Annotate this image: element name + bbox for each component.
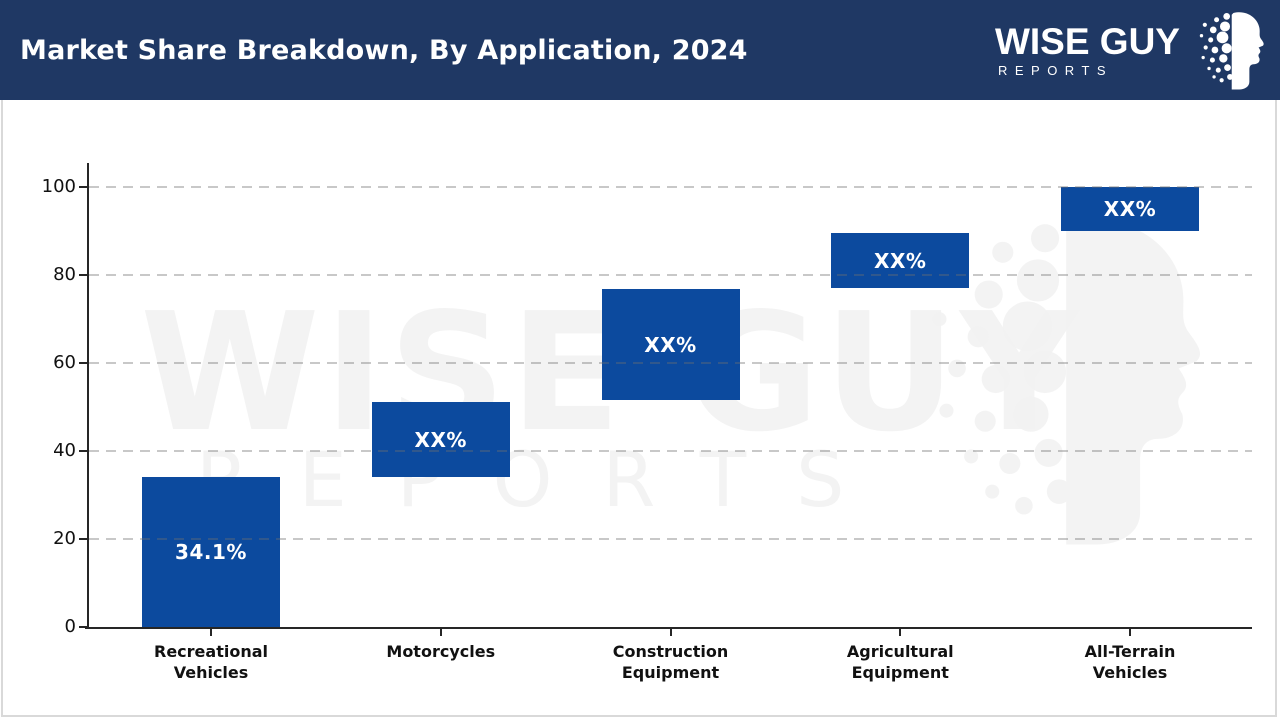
watermark-subtitle-text: REPORTS — [196, 435, 895, 524]
x-tick-mark — [899, 629, 902, 636]
y-axis-spine — [87, 163, 89, 629]
bar-value-label: XX% — [874, 248, 927, 273]
gridline-40 — [89, 450, 1252, 452]
gridline-80 — [89, 274, 1252, 276]
x-tick-mark — [669, 629, 672, 636]
y-tick-mark-0 — [79, 626, 87, 628]
y-tick-mark-60 — [79, 362, 87, 364]
y-tick-label-40: 40 — [53, 440, 76, 461]
bar-segment: XX% — [601, 289, 740, 401]
page-border-frame — [1, 100, 1277, 717]
x-tick-mark — [1129, 629, 1131, 636]
wise-guy-logo: WISE GUY REPORTS — [995, 10, 1268, 90]
logo-head-icon — [1199, 12, 1264, 90]
category-label: Agricultural Equipment — [846, 642, 954, 683]
logo-brand-name: WISE GUY — [994, 20, 1180, 62]
header-band: Market Share Breakdown, By Application, … — [0, 0, 1280, 100]
category-label: Construction Equipment — [612, 642, 729, 683]
category-label: Motorcycles — [386, 642, 496, 661]
gridline-60 — [89, 362, 1252, 364]
bar-value-label: XX% — [414, 427, 467, 452]
x-axis-spine — [85, 627, 1252, 629]
page-title: Market Share Breakdown, By Application, … — [20, 34, 748, 66]
logo-text-block: WISE GUY REPORTS — [995, 23, 1180, 78]
y-tick-mark-40 — [79, 450, 87, 452]
logo-brand-subtitle: REPORTS — [997, 62, 1114, 78]
bar-segment: 34.1% — [142, 476, 280, 627]
y-tick-label-20: 20 — [53, 528, 76, 549]
y-tick-mark-100 — [79, 186, 87, 188]
x-tick-mark — [210, 629, 212, 636]
x-tick-mark — [439, 629, 442, 636]
category-label: Recreational Vehicles — [154, 642, 268, 683]
y-tick-label-80: 80 — [53, 264, 76, 285]
bar-segment: XX% — [1061, 187, 1199, 231]
watermark-head-icon — [932, 220, 1201, 545]
bar-segment: XX% — [831, 233, 970, 289]
y-tick-label-0: 0 — [64, 616, 76, 637]
y-tick-label-100: 100 — [41, 176, 76, 197]
y-tick-mark-80 — [79, 274, 87, 276]
bar-segment: XX% — [371, 402, 510, 477]
bar-value-label: XX% — [1103, 197, 1157, 221]
category-label: All-Terrain Vehicles — [1084, 642, 1176, 683]
bar-value-label: 34.1% — [175, 539, 247, 564]
y-tick-label-60: 60 — [53, 352, 76, 373]
bar-value-label: XX% — [644, 332, 697, 357]
gridline-100 — [89, 186, 1252, 188]
y-tick-mark-20 — [79, 538, 87, 540]
gridline-20 — [89, 538, 1252, 540]
